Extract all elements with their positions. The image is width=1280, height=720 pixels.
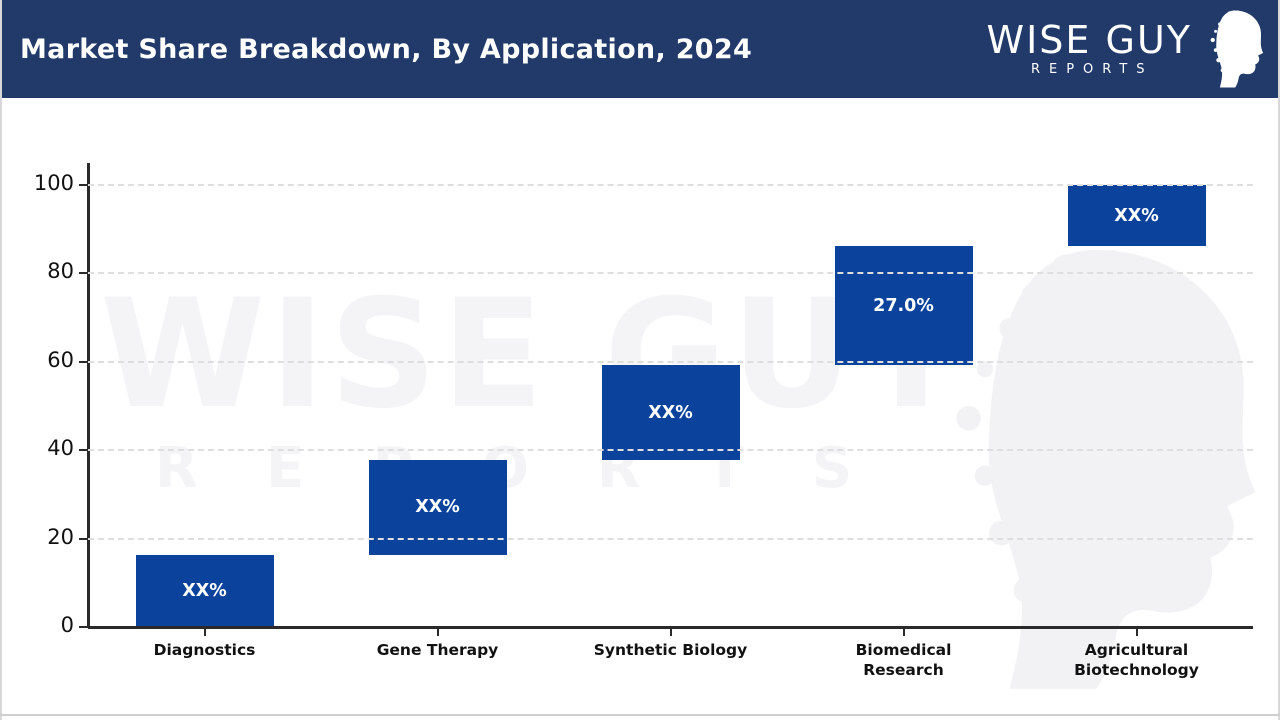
gridline [88, 449, 1253, 452]
bar-value-label: XX% [415, 497, 460, 518]
bar-value-label: 27.0% [873, 295, 934, 316]
header-bar: Market Share Breakdown, By Application, … [0, 0, 1280, 98]
x-category-label: Gene Therapy [376, 641, 499, 659]
wise-guy-reports-logo: WISE GUY REPORTS [987, 8, 1266, 90]
logo-reports-text: REPORTS [1030, 62, 1154, 77]
y-tick-label: 0 [60, 613, 74, 637]
bar-value-label: XX% [182, 580, 227, 601]
bar-value-label: XX% [648, 402, 693, 423]
bar-3: XX% [601, 365, 740, 460]
logo-face-icon [1210, 10, 1264, 88]
logo-wise-guy-text: WISE GUY [986, 18, 1192, 62]
x-tick-mark [436, 628, 439, 636]
y-tick-label: 40 [47, 436, 74, 461]
y-tick-mark [79, 537, 88, 540]
gridline [88, 360, 1253, 363]
bar-5: XX% [1067, 185, 1206, 247]
x-tick-mark [902, 628, 905, 636]
x-category-label: Synthetic Biology [593, 641, 748, 659]
y-tick-mark [79, 184, 88, 187]
y-tick-mark [79, 449, 88, 452]
gridline [88, 272, 1253, 275]
chart-title: Market Share Breakdown, By Application, … [20, 33, 753, 65]
y-tick-label: 20 [47, 524, 74, 549]
y-axis-line [87, 163, 90, 628]
x-tick-mark [669, 628, 672, 636]
x-tick-mark [203, 628, 206, 636]
gridline [88, 184, 1253, 187]
bar-2: XX% [368, 459, 507, 555]
y-tick-label: 80 [47, 259, 74, 284]
logo-text: WISE GUY REPORTS [987, 21, 1192, 77]
bar-4: 27.0% [834, 246, 973, 366]
bar-value-label: XX% [1114, 205, 1159, 226]
y-tick-label: 100 [33, 171, 74, 196]
x-axis-line [88, 626, 1253, 629]
x-category-label: Diagnostics [153, 641, 256, 659]
x-tick-mark [1135, 628, 1138, 636]
gridline [88, 537, 1253, 540]
y-tick-mark [79, 360, 88, 363]
x-category-label: Biomedical Research [855, 641, 952, 680]
y-tick-mark [79, 272, 88, 275]
bar-1: XX% [135, 554, 274, 627]
y-tick-label: 60 [47, 347, 74, 372]
watermark-text-line1: WISE GUY [100, 268, 970, 442]
y-tick-mark [79, 626, 88, 628]
x-category-label: Agricultural Biotechnology [1074, 641, 1199, 680]
